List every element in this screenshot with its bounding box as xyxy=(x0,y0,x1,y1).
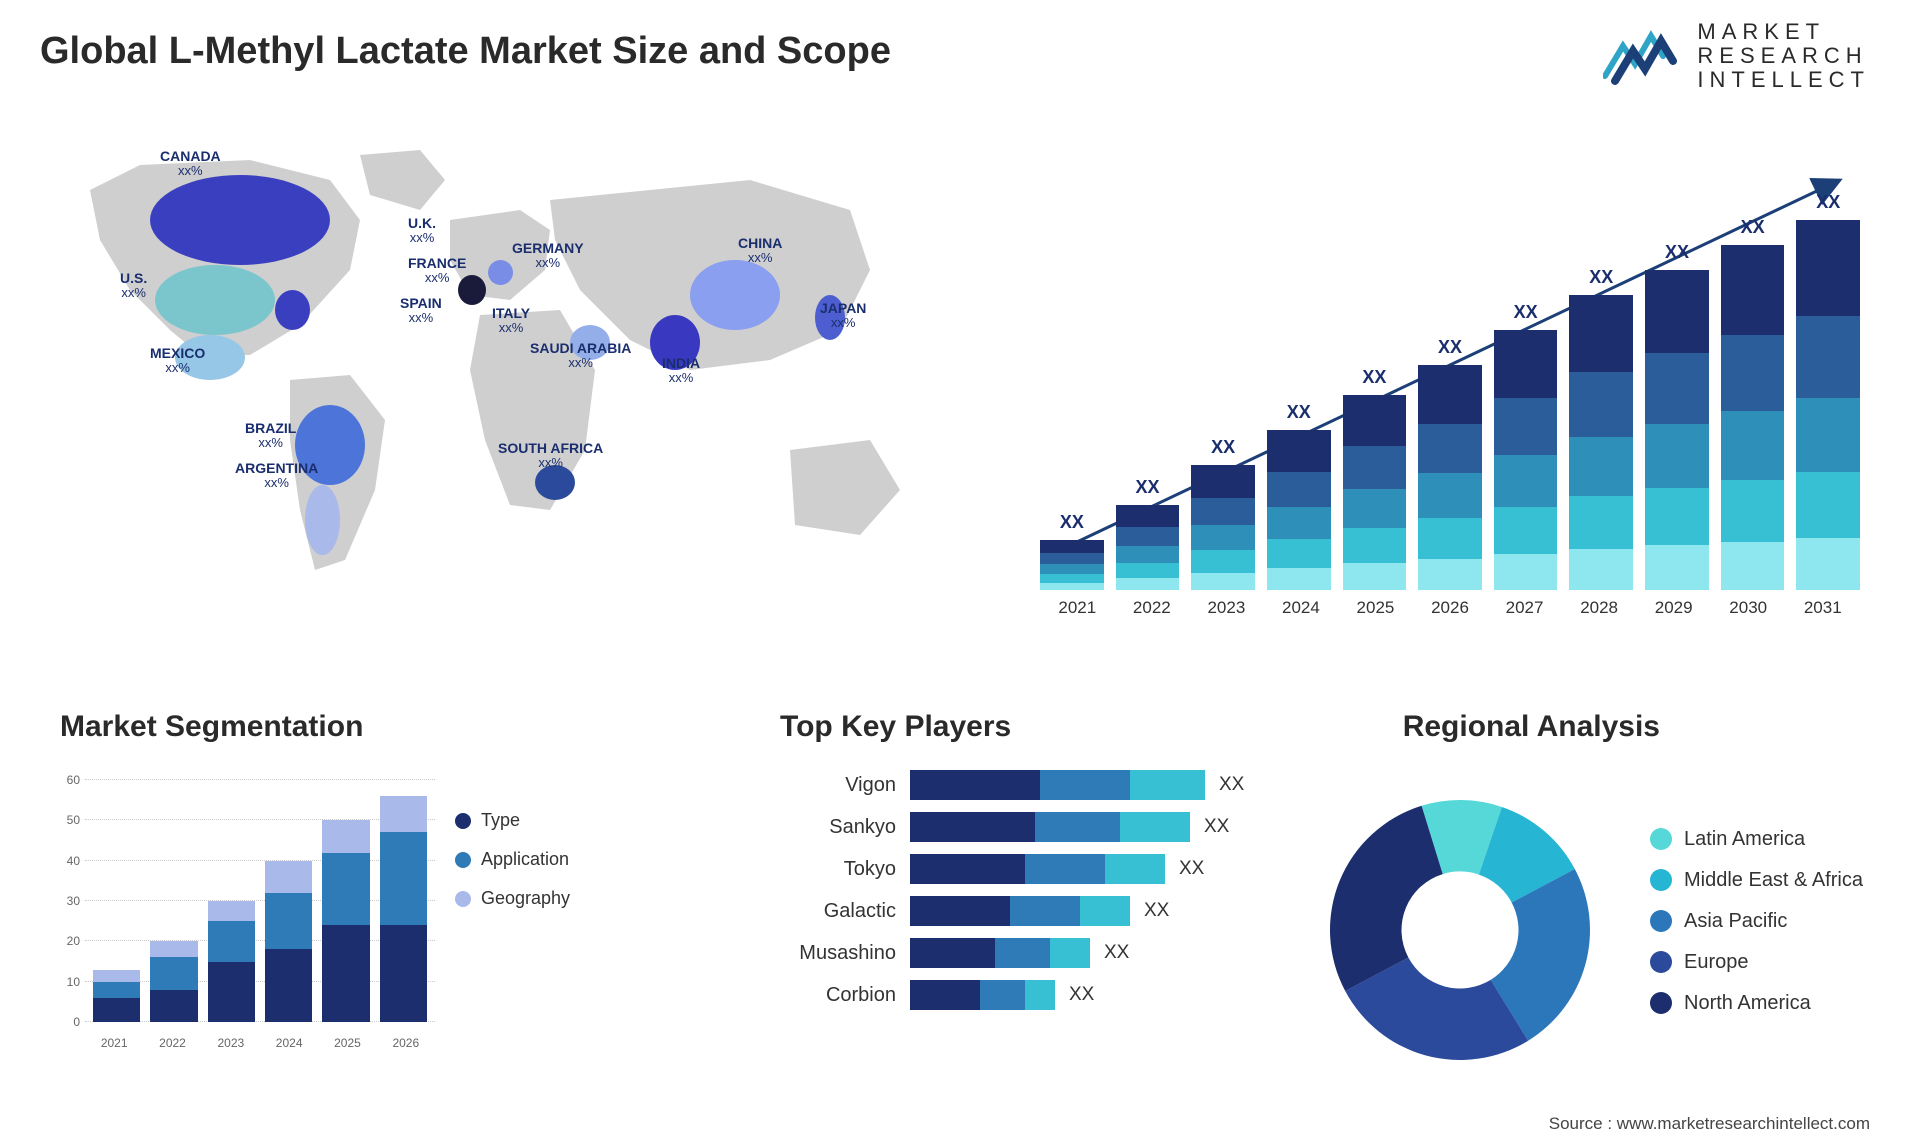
player-row-vigon: VigonXX xyxy=(770,770,1290,800)
donut-svg xyxy=(1310,780,1610,1080)
forecast-bar-2029: XX xyxy=(1645,270,1709,590)
seg-bar-2021 xyxy=(93,970,140,1022)
forecast-bar-2028: XX xyxy=(1569,295,1633,590)
map-label-saudiarabia: SAUDI ARABIAxx% xyxy=(530,340,631,371)
player-row-corbion: CorbionXX xyxy=(770,980,1290,1010)
player-row-tokyo: TokyoXX xyxy=(770,854,1290,884)
forecast-bar-2025: XX xyxy=(1343,395,1407,590)
map-highlight-china xyxy=(690,260,780,330)
regional-legend-asia-pacific: Asia Pacific xyxy=(1650,910,1863,933)
forecast-bar-2024: XX xyxy=(1267,430,1331,590)
logo-text: MARKET RESEARCH INTELLECT xyxy=(1697,20,1870,93)
map-label-canada: CANADAxx% xyxy=(160,148,221,179)
seg-bar-2023 xyxy=(208,901,255,1022)
map-highlight-germany xyxy=(488,260,513,285)
map-label-uk: U.K.xx% xyxy=(408,215,436,246)
player-row-galactic: GalacticXX xyxy=(770,896,1290,926)
forecast-bar-2021: XX xyxy=(1040,540,1104,590)
players-title: Top Key Players xyxy=(780,710,1011,744)
map-label-mexico: MEXICOxx% xyxy=(150,345,205,376)
map-label-southafrica: SOUTH AFRICAxx% xyxy=(498,440,603,471)
seg-bar-2022 xyxy=(150,941,197,1022)
seg-legend-type: Type xyxy=(455,810,570,831)
key-players-chart: VigonXX SankyoXX TokyoXX GalacticXX Musashin… xyxy=(770,770,1290,1090)
map-label-japan: JAPANxx% xyxy=(820,300,866,331)
forecast-chart: XXXXXXXXXXXXXXXXXXXXXX 20212022202320242… xyxy=(1040,150,1860,640)
seg-bar-2026 xyxy=(380,796,427,1022)
map-label-spain: SPAINxx% xyxy=(400,295,442,326)
regional-donut: Latin America Middle East & Africa Asia Pa… xyxy=(1310,770,1870,1090)
map-label-india: INDIAxx% xyxy=(662,355,700,386)
map-label-france: FRANCExx% xyxy=(408,255,466,286)
map-highlight-argentina xyxy=(305,485,340,555)
forecast-bar-2030: XX xyxy=(1721,245,1785,590)
map-label-italy: ITALYxx% xyxy=(492,305,530,336)
map-highlight-canada xyxy=(150,175,330,265)
map-label-us: U.S.xx% xyxy=(120,270,147,301)
forecast-bar-2022: XX xyxy=(1116,505,1180,590)
seg-bar-2024 xyxy=(265,861,312,1022)
regional-legend-europe: Europe xyxy=(1650,951,1863,974)
donut-slice-north-america xyxy=(1330,806,1443,991)
regional-legend: Latin America Middle East & Africa Asia Pa… xyxy=(1650,828,1863,1033)
segmentation-legend: Type Application Geography xyxy=(455,810,570,927)
regional-title: Regional Analysis xyxy=(1403,710,1660,744)
regional-legend-middle-east---africa: Middle East & Africa xyxy=(1650,869,1863,892)
player-row-musashino: MusashinoXX xyxy=(770,938,1290,968)
forecast-bar-2026: XX xyxy=(1418,365,1482,590)
regional-legend-latin-america: Latin America xyxy=(1650,828,1863,851)
seg-bar-2025 xyxy=(322,820,369,1022)
forecast-bar-2023: XX xyxy=(1191,465,1255,590)
world-map: CANADAxx% U.S.xx% MEXICOxx% BRAZILxx% ARGENT… xyxy=(50,140,960,660)
map-label-germany: GERMANYxx% xyxy=(512,240,584,271)
segmentation-chart: 0102030405060 202120222023202420252026 T… xyxy=(40,770,560,1090)
regional-legend-north-america: North America xyxy=(1650,992,1863,1015)
map-label-china: CHINAxx% xyxy=(738,235,782,266)
source-footer: Source : www.marketresearchintellect.com xyxy=(1549,1114,1870,1134)
seg-legend-application: Application xyxy=(455,849,570,870)
world-map-svg xyxy=(50,140,960,660)
forecast-bar-2031: XX xyxy=(1796,220,1860,590)
map-label-argentina: ARGENTINAxx% xyxy=(235,460,318,491)
player-row-sankyo: SankyoXX xyxy=(770,812,1290,842)
forecast-bar-2027: XX xyxy=(1494,330,1558,590)
map-highlight-se-usa xyxy=(275,290,310,330)
seg-legend-geography: Geography xyxy=(455,888,570,909)
logo-mark-icon xyxy=(1603,26,1683,86)
brand-logo: MARKET RESEARCH INTELLECT xyxy=(1603,20,1870,93)
page-title: Global L-Methyl Lactate Market Size and … xyxy=(40,30,891,73)
map-label-brazil: BRAZILxx% xyxy=(245,420,296,451)
segmentation-title: Market Segmentation xyxy=(60,710,363,744)
map-highlight-usa xyxy=(155,265,275,335)
